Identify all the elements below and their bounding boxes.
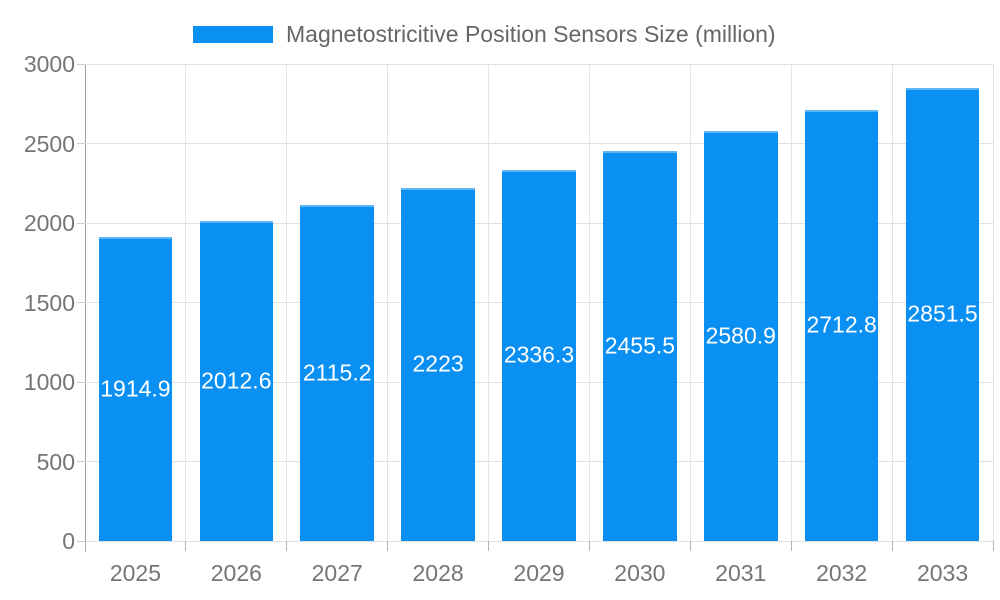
x-axis-tick <box>85 541 86 551</box>
x-axis-tick <box>790 541 792 551</box>
bar-value-label: 2580.9 <box>705 322 776 349</box>
x-axis-label: 2032 <box>816 560 868 586</box>
x-axis-label: 2033 <box>916 560 969 586</box>
y-axis-label: 0 <box>62 528 75 554</box>
v-gridline <box>488 64 490 541</box>
y-axis-label: 2000 <box>23 210 75 236</box>
v-gridline <box>185 64 187 541</box>
bar-value-label: 2223 <box>412 350 464 377</box>
y-axis-tick <box>77 143 85 144</box>
x-axis-tick <box>488 541 490 551</box>
bar: 2455.5 <box>603 150 677 541</box>
legend-swatch <box>193 26 273 43</box>
y-axis-tick <box>77 63 85 65</box>
bar-value-label: 1914.9 <box>100 375 171 402</box>
x-axis-label: 2029 <box>513 560 565 586</box>
v-gridline <box>891 64 893 541</box>
x-axis-label: 2031 <box>715 560 767 586</box>
y-axis-tick <box>77 461 85 462</box>
y-axis-label: 2500 <box>23 130 75 157</box>
x-axis-label: 2028 <box>412 560 464 586</box>
y-axis-tick <box>77 302 85 303</box>
legend-label: Magnetostricitive Position Sensors Size … <box>286 21 776 47</box>
y-axis-line <box>85 64 86 552</box>
x-axis-tick <box>286 541 288 551</box>
h-gridline <box>85 143 993 144</box>
bar-value-label: 2851.5 <box>907 300 978 327</box>
bar: 2580.9 <box>703 130 778 541</box>
bar-value-label: 2336.3 <box>503 341 575 368</box>
bar-value-label: 2455.5 <box>604 332 676 359</box>
v-gridline <box>588 64 590 541</box>
bar: 2115.2 <box>300 204 375 541</box>
x-axis-label: 2030 <box>614 560 666 586</box>
x-axis-tick <box>185 541 187 551</box>
y-axis-label: 3000 <box>23 51 75 77</box>
bar: 2336.3 <box>502 169 576 541</box>
v-gridline <box>992 64 994 541</box>
x-axis-tick <box>891 541 893 551</box>
h-gridline <box>85 540 993 542</box>
x-axis-label: 2027 <box>311 560 363 586</box>
x-axis-tick <box>387 541 389 551</box>
legend: Magnetostricitive Position Sensors Size … <box>0 18 1000 50</box>
h-gridline <box>85 63 993 65</box>
x-axis-label: 2026 <box>210 560 262 586</box>
y-axis-tick <box>77 540 85 542</box>
x-axis-tick <box>588 541 590 551</box>
bar-value-label: 2115.2 <box>302 359 372 386</box>
v-gridline <box>790 64 792 541</box>
x-axis-tick <box>992 541 994 551</box>
y-axis-tick <box>77 381 85 383</box>
plot-area: 1914.9 2012.6 2115.2 2223 2336.3 2455.5 2580.9… <box>85 63 994 542</box>
x-axis-label: 2025 <box>109 560 162 586</box>
v-gridline <box>387 64 389 541</box>
y-axis-tick <box>77 222 85 224</box>
y-axis-label: 1000 <box>23 369 75 395</box>
bar: 2712.8 <box>804 109 879 541</box>
bar: 2012.6 <box>199 221 274 541</box>
bar: 2851.5 <box>905 87 980 541</box>
bar-value-label: 2712.8 <box>806 311 877 338</box>
v-gridline <box>689 64 691 541</box>
v-gridline <box>286 64 288 541</box>
bar: 2223 <box>401 187 475 541</box>
bar-value-label: 2012.6 <box>201 367 272 394</box>
y-axis-label: 500 <box>36 448 75 475</box>
y-axis-label: 1500 <box>23 289 75 316</box>
bar: 1914.9 <box>98 236 173 541</box>
x-axis-tick <box>689 541 691 551</box>
